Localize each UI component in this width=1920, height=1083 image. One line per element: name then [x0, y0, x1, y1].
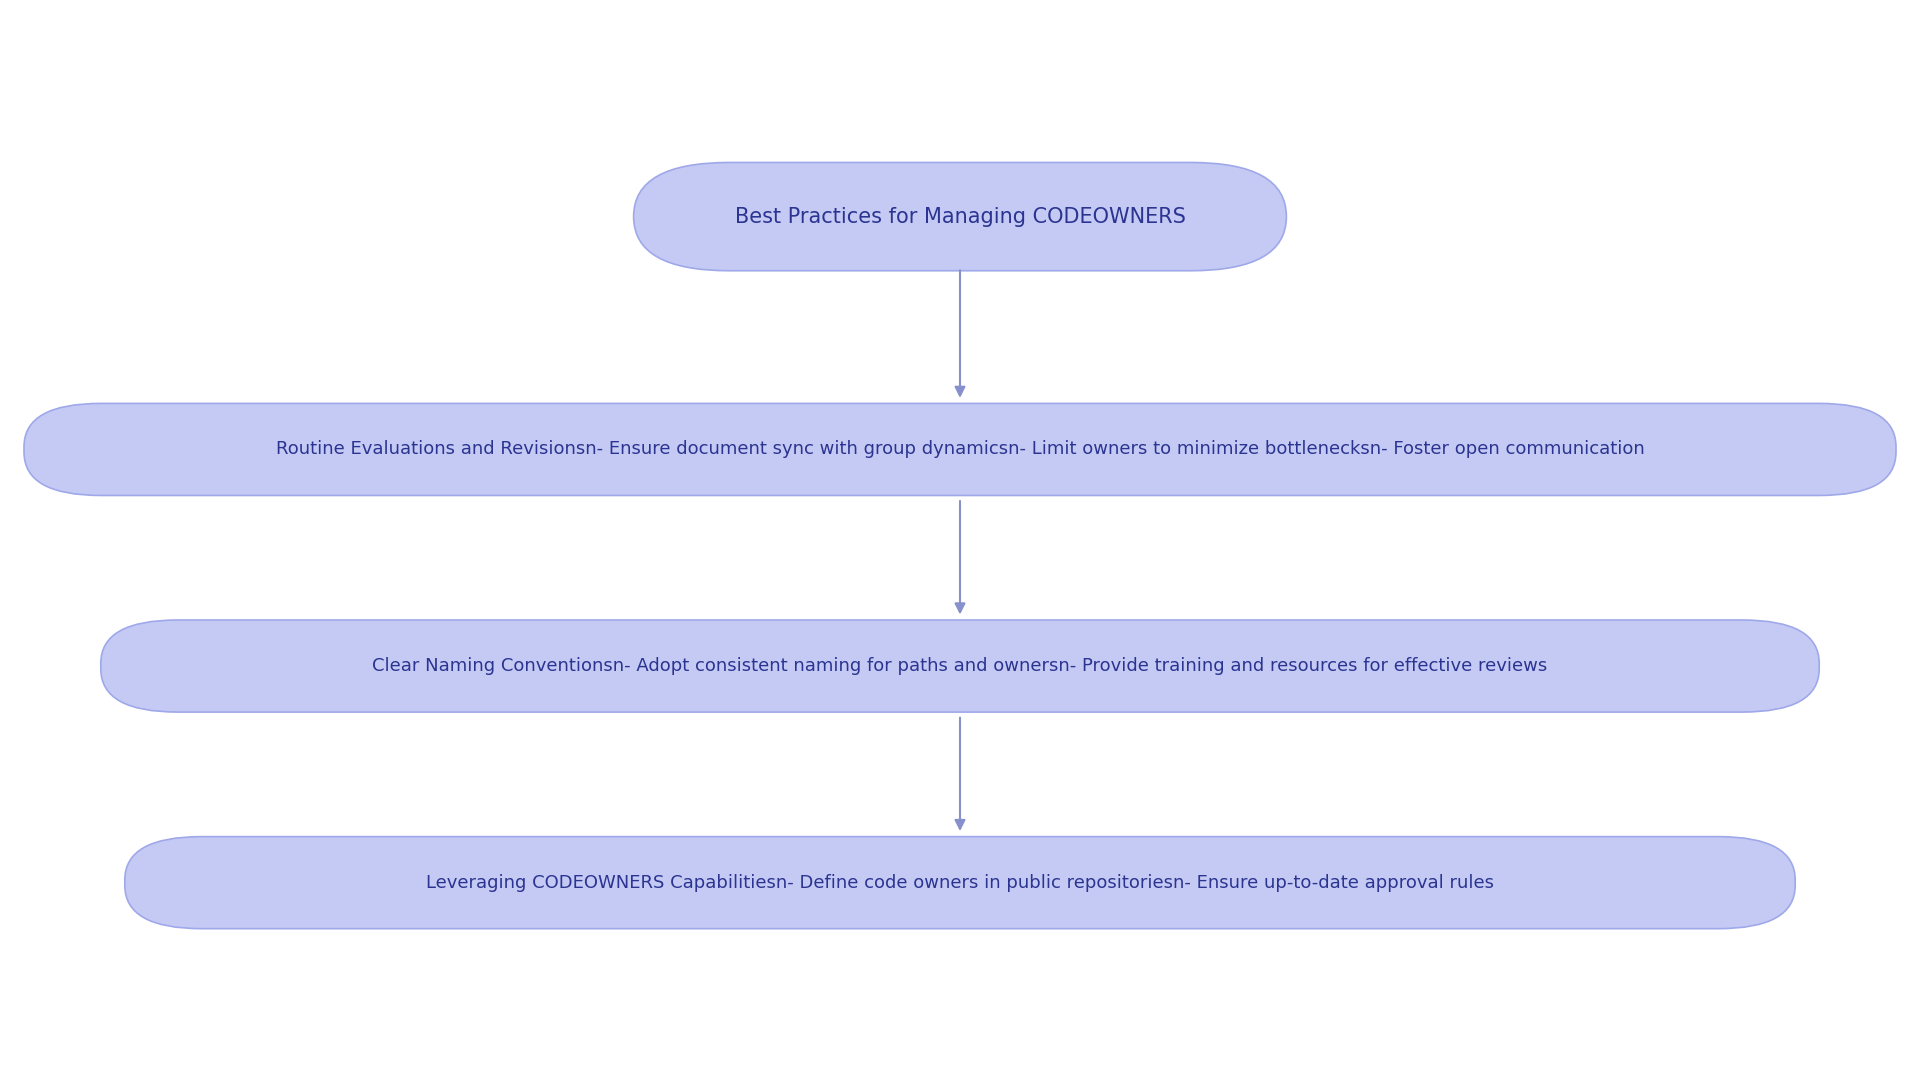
FancyBboxPatch shape	[125, 837, 1795, 929]
Text: Best Practices for Managing CODEOWNERS: Best Practices for Managing CODEOWNERS	[735, 207, 1185, 226]
FancyBboxPatch shape	[634, 162, 1286, 271]
Text: Routine Evaluations and Revisionsn- Ensure document sync with group dynamicsn- L: Routine Evaluations and Revisionsn- Ensu…	[276, 441, 1644, 458]
Text: Clear Naming Conventionsn- Adopt consistent naming for paths and ownersn- Provid: Clear Naming Conventionsn- Adopt consist…	[372, 657, 1548, 675]
Text: Leveraging CODEOWNERS Capabilitiesn- Define code owners in public repositoriesn-: Leveraging CODEOWNERS Capabilitiesn- Def…	[426, 874, 1494, 891]
FancyBboxPatch shape	[100, 619, 1820, 713]
FancyBboxPatch shape	[25, 404, 1895, 496]
